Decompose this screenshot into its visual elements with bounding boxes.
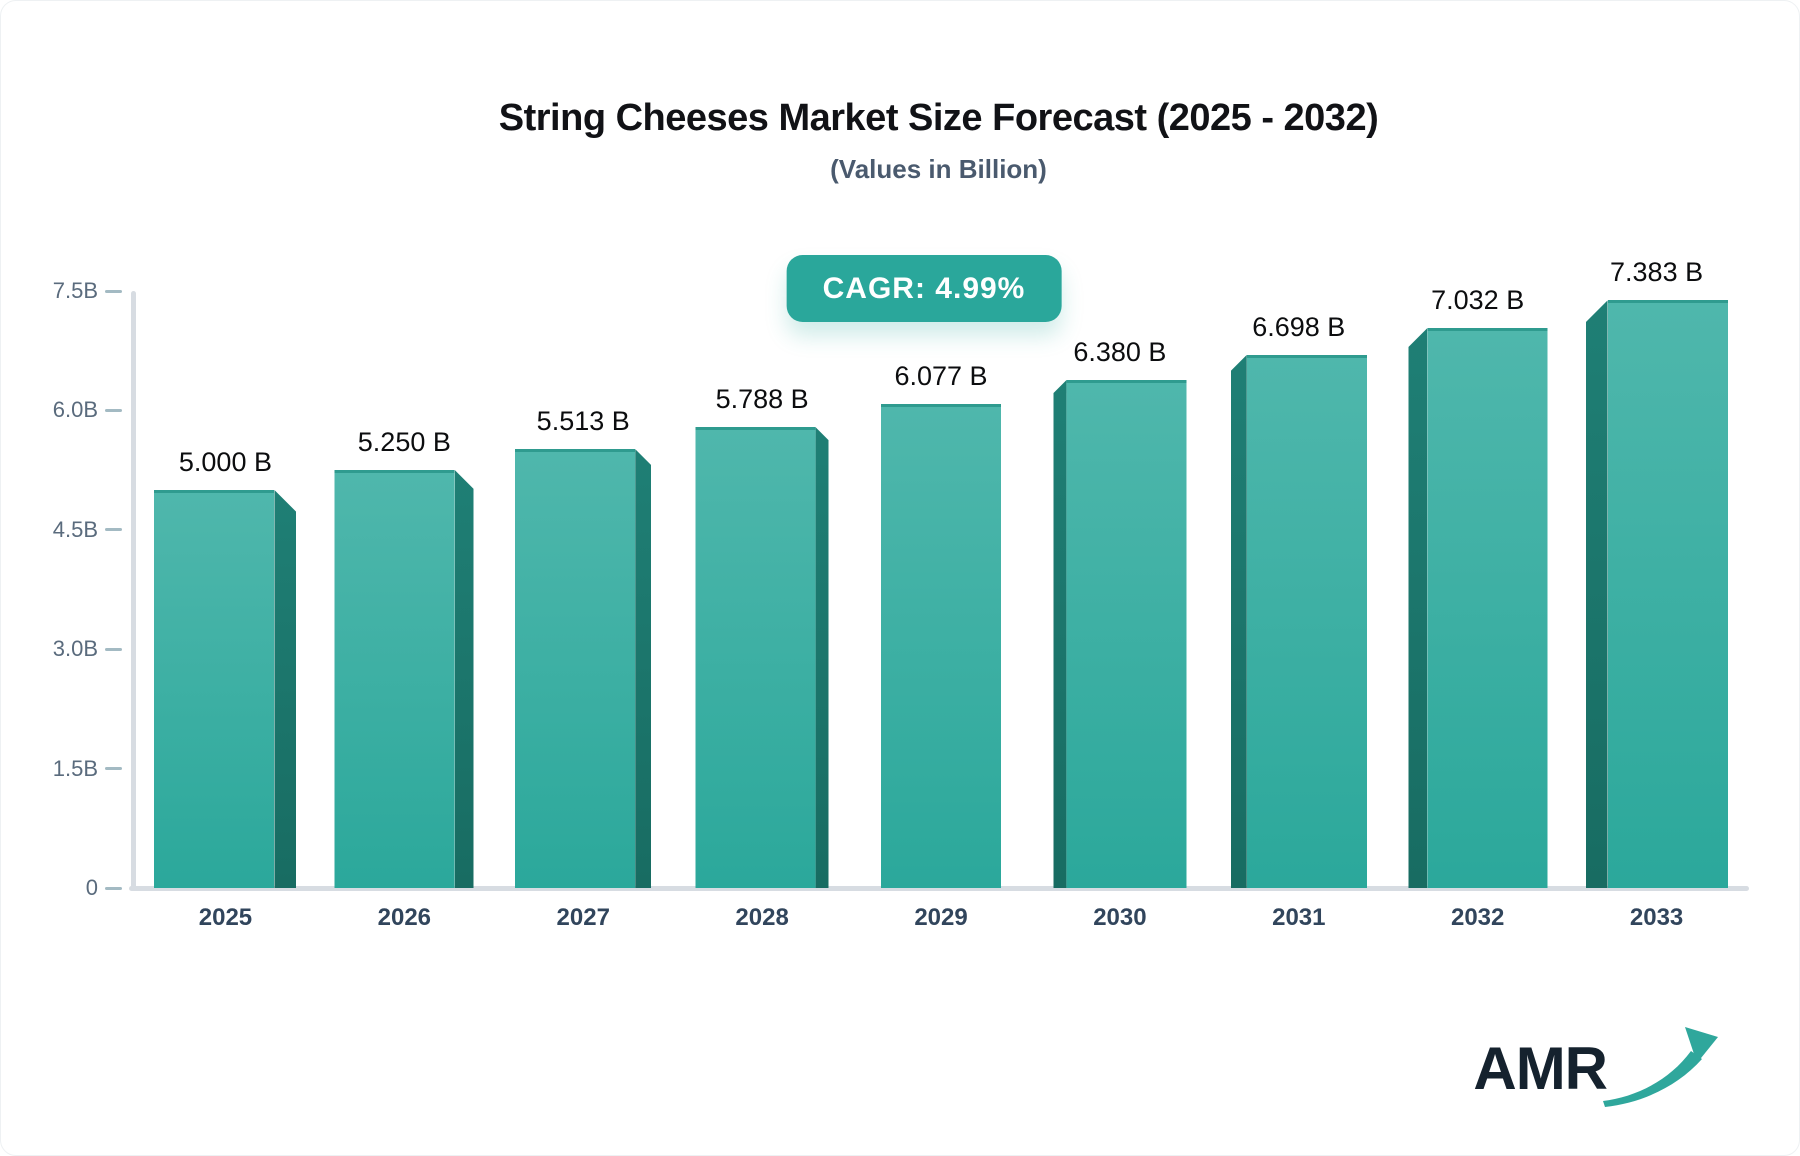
y-axis-line [131, 291, 136, 891]
bar [695, 427, 829, 888]
bar-cell: 7.032 B [1388, 285, 1567, 888]
y-axis-tick-label: 0 [85, 875, 98, 900]
amr-logo-text: AMR [1473, 1035, 1608, 1102]
bar-side-face [635, 449, 652, 888]
bar-cell: 6.698 B [1209, 291, 1388, 888]
bar-main-face [334, 470, 455, 888]
bar-main-face [1066, 380, 1187, 888]
y-axis-tick-mark [105, 528, 122, 532]
bar-value-label: 7.032 B [1431, 285, 1525, 316]
chart-header: String Cheeses Market Size Forecast (202… [131, 1, 1746, 185]
x-axis-label: 2032 [1450, 904, 1505, 931]
bar-side-face [454, 470, 474, 888]
y-axis-tick-label: 6.0B [52, 397, 98, 423]
bar [881, 404, 1001, 888]
bar-side-face [815, 427, 829, 888]
chart-subtitle: (Values in Billion) [830, 154, 1047, 184]
bar-cell: 6.077 B [852, 291, 1031, 888]
bar-cell: 5.788 B [673, 291, 852, 888]
bar-cell: 5.513 B [494, 291, 673, 888]
y-axis-tick-label: 1.5B [52, 755, 98, 781]
bar-chart: 5.000 B 5.250 B 5.513 B 5.788 B 6.077 B 6.380… [136, 257, 1746, 888]
x-axis: 2025 2026 2027 2028 2029 2030 2031 2032 2033 [136, 904, 1746, 932]
bar [334, 470, 474, 888]
y-axis-tick-mark [105, 767, 122, 771]
x-axis-label: 2028 [735, 904, 789, 931]
x-axis-label: 2026 [377, 904, 432, 931]
bar-side-face [274, 490, 297, 888]
bar-value-label: 6.077 B [894, 361, 988, 392]
bar-value-label: 7.383 B [1610, 257, 1704, 288]
y-axis-tick-mark [105, 408, 122, 412]
bar-main-face [1427, 328, 1548, 888]
bar-main-face [515, 449, 636, 888]
bar [1230, 354, 1367, 888]
bar-cell: 5.250 B [315, 291, 494, 888]
bar-value-label: 5.250 B [357, 427, 451, 458]
bar-value-label: 6.380 B [1073, 337, 1167, 368]
amr-logo: AMR [1473, 1027, 1721, 1109]
bar-side-face [1585, 300, 1608, 888]
y-axis: 0 1.5B 3.0B 4.5B 6.0B 7.5B [1, 1, 131, 1155]
chart-title: String Cheeses Market Size Forecast (202… [498, 97, 1379, 139]
y-axis-tick-label: 7.5B [52, 278, 98, 303]
bar [1585, 300, 1728, 888]
x-axis-label: 2029 [914, 904, 968, 931]
bar-main-face [881, 404, 1001, 888]
bar-value-label: 5.513 B [536, 406, 630, 437]
y-axis-tick-mark [105, 886, 122, 890]
bar-cell: 5.000 B [136, 291, 315, 888]
bar-main-face [1607, 300, 1728, 888]
y-axis-tick-mark [105, 647, 122, 651]
bar-side-face [1053, 380, 1067, 888]
x-axis-label: 2033 [1629, 904, 1684, 931]
bar-cell: 6.380 B [1030, 291, 1209, 888]
y-axis-tick-label: 4.5B [52, 516, 98, 542]
bar-value-label: 5.788 B [715, 384, 809, 415]
x-axis-label: 2027 [556, 904, 610, 931]
bar [515, 449, 652, 888]
bar-value-label: 5.000 B [178, 447, 272, 477]
bar-main-face [695, 427, 816, 888]
bar-main-face [1246, 354, 1367, 888]
bar-side-face [1408, 328, 1428, 888]
bar-value-label: 6.698 B [1252, 311, 1346, 342]
bar [154, 490, 297, 888]
bar [1053, 380, 1187, 888]
bar-side-face [1230, 354, 1247, 888]
cagr-badge: CAGR: 4.99% [786, 255, 1062, 322]
x-axis-baseline [129, 886, 1749, 891]
x-axis-label: 2030 [1093, 904, 1147, 931]
bar-cell: 7.383 B [1567, 257, 1746, 888]
x-axis-label: 2031 [1272, 904, 1326, 931]
x-axis-label: 2025 [198, 904, 253, 931]
y-axis-tick-mark [105, 289, 122, 293]
bar-main-face [154, 490, 275, 888]
bar [1408, 328, 1548, 888]
growth-arrow-icon [1603, 1027, 1718, 1107]
y-axis-tick-label: 3.0B [52, 636, 98, 662]
